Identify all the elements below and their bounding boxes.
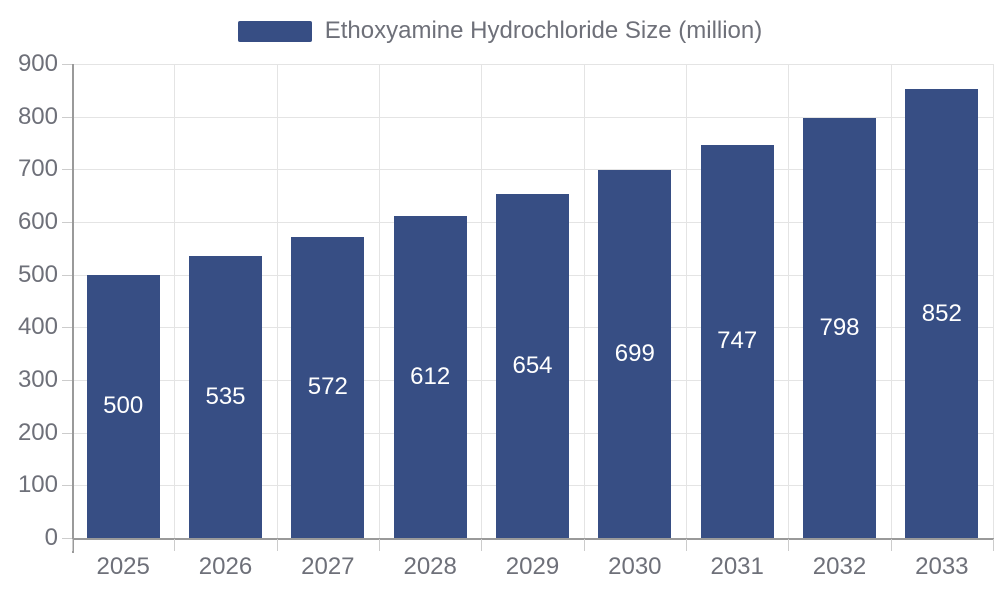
v-gridline — [379, 64, 380, 538]
y-tick-mark — [62, 169, 72, 171]
bar: 747 — [700, 144, 774, 538]
y-tick-mark — [62, 380, 72, 381]
y-tick-label: 100 — [17, 471, 58, 499]
bar-value-label: 612 — [410, 362, 451, 390]
bar: 572 — [291, 236, 365, 538]
legend-swatch[interactable] — [237, 20, 312, 42]
x-tick-mark — [583, 539, 585, 551]
x-tick-label: 2027 — [301, 553, 355, 580]
bar-value-label: 654 — [512, 351, 553, 379]
y-tick-label: 200 — [17, 418, 58, 446]
bar-value-label: 535 — [205, 383, 246, 411]
y-tick-mark — [62, 116, 72, 118]
y-tick-label: 400 — [17, 313, 58, 341]
x-tick-mark — [686, 539, 687, 551]
x-tick-mark — [379, 539, 380, 551]
x-tick-label: 2033 — [915, 553, 969, 580]
x-tick-mark — [788, 539, 790, 551]
bar-value-label: 572 — [307, 373, 348, 401]
y-tick-label: 0 — [44, 524, 58, 551]
bar: 500 — [86, 274, 160, 538]
plot-area: 500 535 572 612 654 699 747 798 852 — [72, 64, 994, 538]
y-tick-label: 700 — [17, 155, 58, 183]
legend-label[interactable]: Ethoxyamine Hydrochloride Size (million) — [324, 17, 763, 44]
h-gridline — [72, 64, 993, 65]
y-tick-mark — [62, 274, 72, 276]
x-tick-mark — [72, 539, 73, 551]
legend[interactable]: Ethoxyamine Hydrochloride Size (million) — [0, 14, 1000, 48]
y-tick-mark — [62, 64, 72, 65]
v-gridline — [788, 64, 790, 538]
v-gridline — [890, 64, 892, 538]
x-tick-label: 2031 — [710, 553, 764, 580]
x-tick-mark — [276, 539, 278, 551]
bar: 798 — [803, 117, 876, 538]
h-gridline — [72, 169, 993, 171]
bar-value-label: 699 — [614, 339, 655, 367]
x-tick-mark — [481, 539, 483, 551]
y-tick-mark — [62, 432, 72, 434]
bar: 612 — [393, 215, 467, 538]
v-gridline — [276, 64, 278, 538]
bar: 852 — [905, 89, 979, 538]
x-tick-label: 2030 — [608, 553, 662, 580]
x-tick-mark — [174, 539, 176, 551]
bar: 699 — [598, 169, 672, 538]
y-tick-label: 600 — [17, 208, 58, 235]
h-gridline — [72, 116, 993, 118]
v-gridline — [583, 64, 585, 538]
bar-value-label: 798 — [819, 313, 860, 341]
v-gridline — [174, 64, 176, 538]
bar-value-label: 852 — [921, 299, 962, 327]
bar-value-label: 500 — [103, 392, 144, 420]
y-tick-mark — [62, 222, 72, 223]
v-gridline — [686, 64, 687, 538]
y-tick-label: 800 — [17, 102, 58, 130]
y-tick-label: 500 — [17, 260, 58, 288]
x-axis-line — [72, 538, 994, 540]
x-tick-label: 2025 — [96, 553, 150, 580]
bar-value-label: 747 — [717, 327, 758, 355]
x-tick-label: 2026 — [198, 553, 253, 580]
x-tick-label: 2032 — [812, 553, 867, 580]
x-tick-mark — [993, 539, 994, 551]
y-tick-mark — [62, 538, 72, 539]
y-tick-label: 300 — [17, 366, 58, 393]
v-gridline — [481, 64, 483, 538]
x-tick-label: 2029 — [505, 553, 560, 580]
bar: 654 — [496, 193, 569, 538]
bar: 535 — [189, 256, 262, 538]
y-tick-label: 900 — [17, 50, 58, 77]
y-axis-line — [72, 64, 74, 553]
x-tick-label: 2028 — [403, 553, 457, 580]
y-tick-mark — [62, 327, 72, 329]
v-gridline — [993, 64, 994, 538]
y-tick-mark — [62, 485, 72, 487]
x-tick-mark — [890, 539, 892, 551]
